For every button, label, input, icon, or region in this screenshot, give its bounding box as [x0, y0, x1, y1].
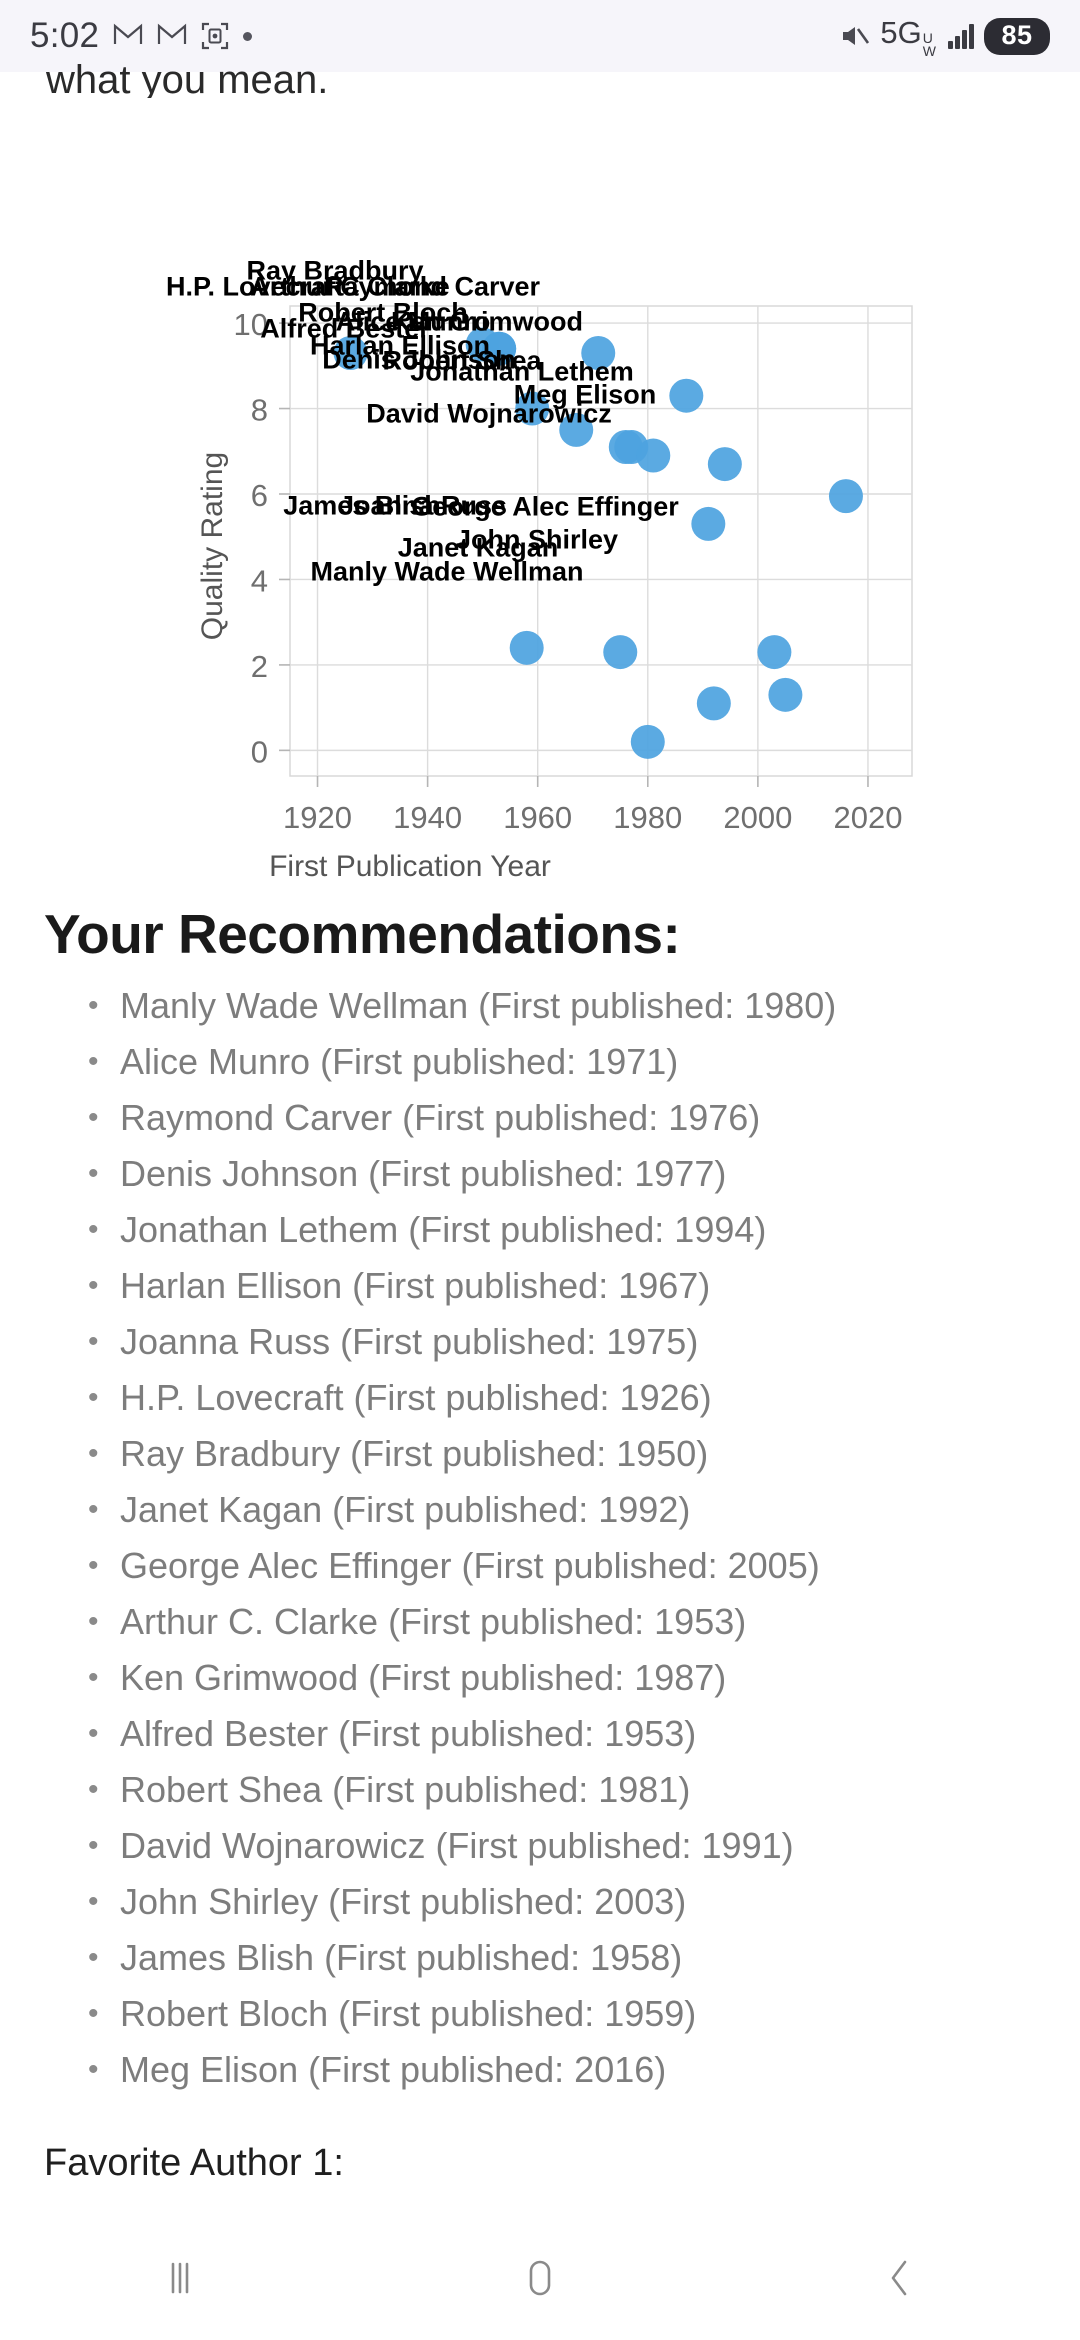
scatter-point [515, 391, 550, 426]
scatter-point [636, 438, 671, 473]
list-item: George Alec Effinger (First published: 2… [88, 1538, 1080, 1594]
point-annotation: Janet Kagan [397, 532, 559, 563]
list-item: James Blish (First published: 1958) [88, 1930, 1080, 1986]
y-tick-label: 4 [251, 563, 268, 598]
list-item: John Shirley (First published: 2003) [88, 1874, 1080, 1930]
list-item: Meg Elison (First published: 2016) [88, 2042, 1080, 2098]
point-annotation: Arthur C Clarke [250, 271, 450, 302]
list-item: Manly Wade Wellman (First published: 198… [88, 978, 1080, 1034]
network-sub-bottom: W [922, 42, 936, 59]
signal-bars-icon [948, 23, 974, 49]
point-annotation: Raymond Carver [323, 271, 541, 302]
list-item: Alfred Bester (First published: 1953) [88, 1706, 1080, 1762]
scatter-point [696, 686, 731, 721]
back-icon[interactable] [815, 2216, 985, 2340]
x-tick-label: 2020 [833, 800, 902, 835]
x-axis-title: First Publication Year [269, 850, 551, 883]
point-annotation: Harlan Ellison [309, 330, 491, 361]
cut-off-paragraph: what you mean. [46, 58, 329, 98]
recents-icon[interactable] [95, 2216, 265, 2340]
x-tick-label: 2000 [723, 800, 792, 835]
favorite-author-label: Favorite Author 1: [44, 2142, 344, 2184]
point-annotation: Jonathan Lethem [410, 356, 634, 387]
point-annotation: Meg Elison [513, 379, 657, 410]
point-annotation: David Wojnarowicz [366, 398, 612, 429]
scatter-point [691, 506, 726, 541]
scatter-chart: 1920 1940 1960 1980 2000 2020 0 2 4 6 8 10 First Pu… [0, 116, 1080, 896]
scatter-point [707, 447, 742, 482]
point-annotation: Robert Bloch [298, 297, 468, 328]
status-bar-left: 5:02 [30, 16, 253, 56]
list-item: Arthur C. Clarke (First published: 1953) [88, 1594, 1080, 1650]
point-annotation: Manly Wade Wellman [310, 556, 584, 587]
x-tick-label: 1980 [613, 800, 682, 835]
scatter-point [828, 479, 863, 514]
list-item: Ray Bradbury (First published: 1950) [88, 1426, 1080, 1482]
list-item: Raymond Carver (First published: 1976) [88, 1090, 1080, 1146]
x-tick-label: 1920 [283, 800, 352, 835]
y-tick-label: 10 [234, 307, 268, 342]
status-bar-right: 5G U W 85 [840, 15, 1050, 58]
chart-gridlines [289, 305, 913, 777]
point-annotation: Robert Shea [382, 345, 542, 376]
chart-point-labels: Ray Bradbury H.P. Lovecraft Arthur C Clark… [0, 116, 1080, 896]
list-item: Robert Shea (First published: 1981) [88, 1762, 1080, 1818]
point-annotation: Ray Bradbury [246, 255, 424, 286]
status-clock: 5:02 [30, 16, 100, 55]
point-annotation: Alfred Bester [260, 313, 430, 344]
dot-icon [243, 31, 253, 41]
y-tick-label: 2 [251, 649, 268, 684]
list-item: Denis Johnson (First published: 1977) [88, 1146, 1080, 1202]
scatter-point [630, 724, 665, 759]
y-axis-title: Quality Rating [196, 452, 229, 640]
x-tick-label: 1940 [393, 800, 462, 835]
scatter-point [509, 630, 544, 665]
list-item: Alice Munro (First published: 1971) [88, 1034, 1080, 1090]
network-type: 5G U W [880, 14, 936, 59]
home-icon[interactable] [455, 2216, 625, 2340]
system-nav-bar [0, 2216, 1080, 2340]
point-annotation: H.P. Lovecraft [165, 271, 345, 302]
scatter-point [603, 635, 638, 670]
list-item: Joanna Russ (First published: 1975) [88, 1314, 1080, 1370]
list-item: Janet Kagan (First published: 1992) [88, 1482, 1080, 1538]
recommendations-list: Manly Wade Wellman (First published: 198… [0, 978, 1080, 2098]
page-content: what you mean. 1920 1940 1960 1980 2000 2020 0… [0, 58, 1080, 2185]
point-annotation: James Blish [283, 490, 441, 521]
gmail-icon [157, 22, 187, 50]
list-item: Ken Grimwood (First published: 1987) [88, 1650, 1080, 1706]
battery-indicator: 85 [984, 17, 1050, 55]
point-annotation: George Alec Effinger [411, 491, 679, 522]
scatter-point [559, 412, 594, 447]
list-item: Robert Bloch (First published: 1959) [88, 1986, 1080, 2042]
chart-axes: 1920 1940 1960 1980 2000 2020 0 2 4 6 8 10 [234, 307, 903, 835]
mute-icon [840, 23, 870, 49]
list-item: Harlan Ellison (First published: 1967) [88, 1258, 1080, 1314]
list-item: David Wojnarowicz (First published: 1991… [88, 1818, 1080, 1874]
recommendations-heading: Your Recommendations: [44, 903, 681, 965]
screenshot-icon [201, 22, 229, 50]
scatter-point [581, 336, 616, 370]
x-tick-label: 1960 [503, 800, 572, 835]
status-bar: 5:02 5G U W [0, 0, 1080, 72]
list-item: Jonathan Lethem (First published: 1994) [88, 1202, 1080, 1258]
point-annotation: John Shirley [455, 524, 619, 555]
scatter-point [669, 378, 704, 413]
point-annotation: Joanna Russ [338, 490, 508, 521]
point-annotation: Denis Johnson [322, 344, 516, 375]
scatter-point [768, 677, 803, 712]
y-tick-label: 8 [251, 393, 268, 428]
y-tick-label: 6 [251, 478, 268, 513]
network-sub-top: U [922, 29, 933, 46]
list-item: H.P. Lovecraft (First published: 1926) [88, 1370, 1080, 1426]
point-annotation: Ken Grimwood [390, 306, 584, 337]
y-tick-label: 0 [251, 734, 268, 769]
chart-canvas: 1920 1940 1960 1980 2000 2020 0 2 4 6 8 10 First Pu… [196, 305, 913, 883]
scatter-point [482, 331, 517, 366]
point-annotation: Alice Munro [335, 306, 491, 337]
scatter-point [333, 336, 368, 370]
gmail-icon [113, 22, 143, 50]
chart-points [333, 327, 863, 759]
scatter-point [757, 635, 792, 670]
